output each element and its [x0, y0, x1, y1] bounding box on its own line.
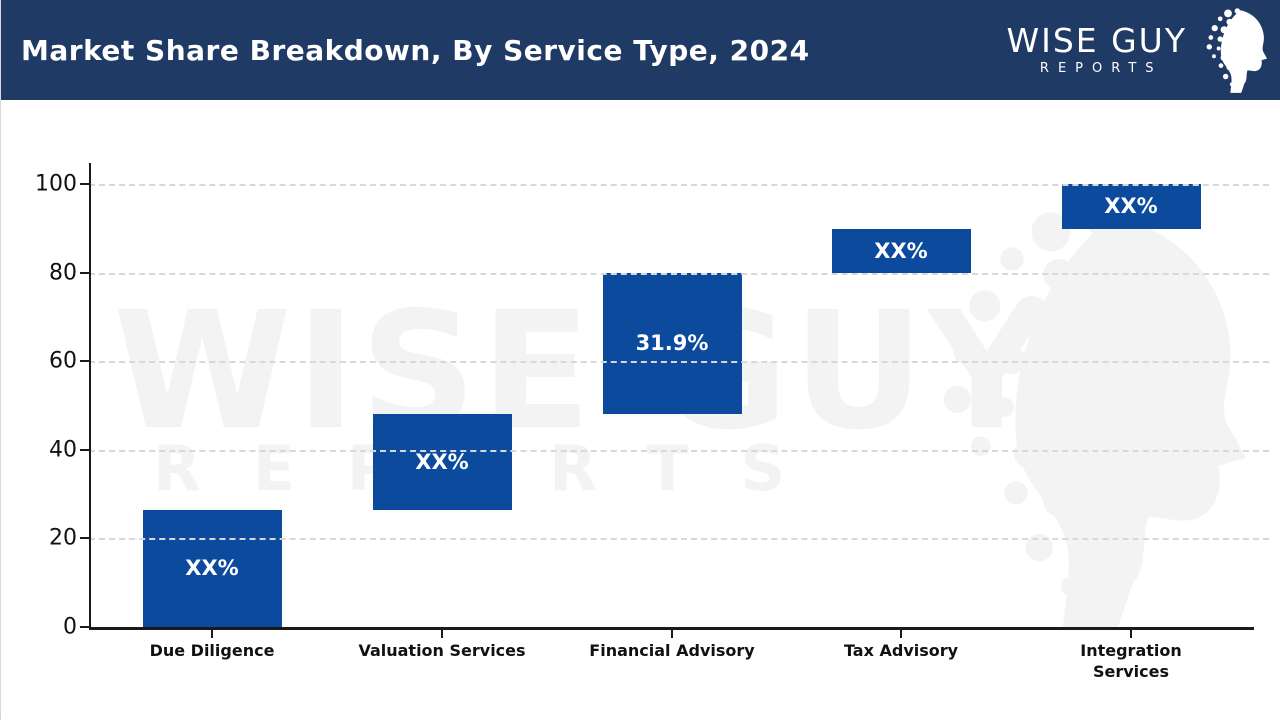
- x-axis: [89, 627, 1254, 630]
- x-tick-mark: [900, 630, 902, 638]
- bar-integration-services: [1061, 184, 1201, 229]
- dotted-head-icon: [1206, 8, 1267, 93]
- y-tick-label: 40: [49, 437, 77, 463]
- bar-value-label: XX%: [415, 449, 469, 474]
- y-tick-mark: [80, 537, 89, 540]
- watermark-wordmark: WISE GUY: [113, 278, 1050, 466]
- x-tick-label-financial-advisory: Financial Advisory: [589, 641, 755, 660]
- x-tick-mark: [671, 630, 673, 638]
- y-tick-mark: [80, 271, 89, 274]
- bar-value-label: XX%: [1104, 194, 1158, 219]
- bar-value-label: 31.9%: [635, 331, 709, 356]
- x-tick-mark: [1130, 630, 1132, 638]
- x-tick-label-tax-advisory: Tax Advisory: [843, 641, 959, 660]
- logo-text: WISE GUY REPORTS: [1006, 24, 1187, 76]
- header-bar: Market Share Breakdown, By Service Type,…: [1, 0, 1280, 100]
- bar-due-diligence: [142, 509, 282, 627]
- y-tick-label: 80: [49, 260, 77, 286]
- gridline-100: [89, 184, 1269, 187]
- page-title: Market Share Breakdown, By Service Type,…: [21, 33, 810, 67]
- gridline-80: [89, 272, 1269, 275]
- y-tick-mark: [80, 360, 89, 363]
- chart-area: WISE GUY REPORTS 020406080100XX%XX%31.9%…: [1, 100, 1280, 720]
- y-tick-label: 0: [63, 614, 77, 640]
- x-tick-label-integration-services: Integration Services: [1080, 641, 1182, 681]
- x-tick-mark: [211, 630, 213, 638]
- y-tick-label: 100: [35, 171, 77, 197]
- gridline-40: [89, 449, 1269, 452]
- x-tick-label-due-diligence: Due Diligence: [149, 641, 275, 660]
- bar-valuation-services: [372, 414, 512, 510]
- y-tick-mark: [80, 448, 89, 451]
- y-axis: [89, 163, 91, 629]
- wise-guy-reports-logo: WISE GUY REPORTS: [1006, 6, 1280, 94]
- gridline-20: [89, 538, 1269, 541]
- y-tick-label: 20: [49, 525, 77, 551]
- bar-tax-advisory: [831, 228, 971, 273]
- bar-value-label: XX%: [185, 556, 239, 581]
- logo-subtext: REPORTS: [1039, 61, 1163, 76]
- y-tick-label: 60: [49, 348, 77, 374]
- gridline-60: [89, 361, 1269, 364]
- bar-financial-advisory: [602, 272, 742, 415]
- logo-wordmark: WISE GUY: [1006, 21, 1187, 60]
- y-tick-mark: [80, 626, 89, 628]
- x-tick-label-valuation-services: Valuation Services: [358, 641, 526, 660]
- x-tick-mark: [441, 630, 443, 638]
- bar-value-label: XX%: [874, 238, 928, 263]
- y-tick-mark: [80, 183, 89, 186]
